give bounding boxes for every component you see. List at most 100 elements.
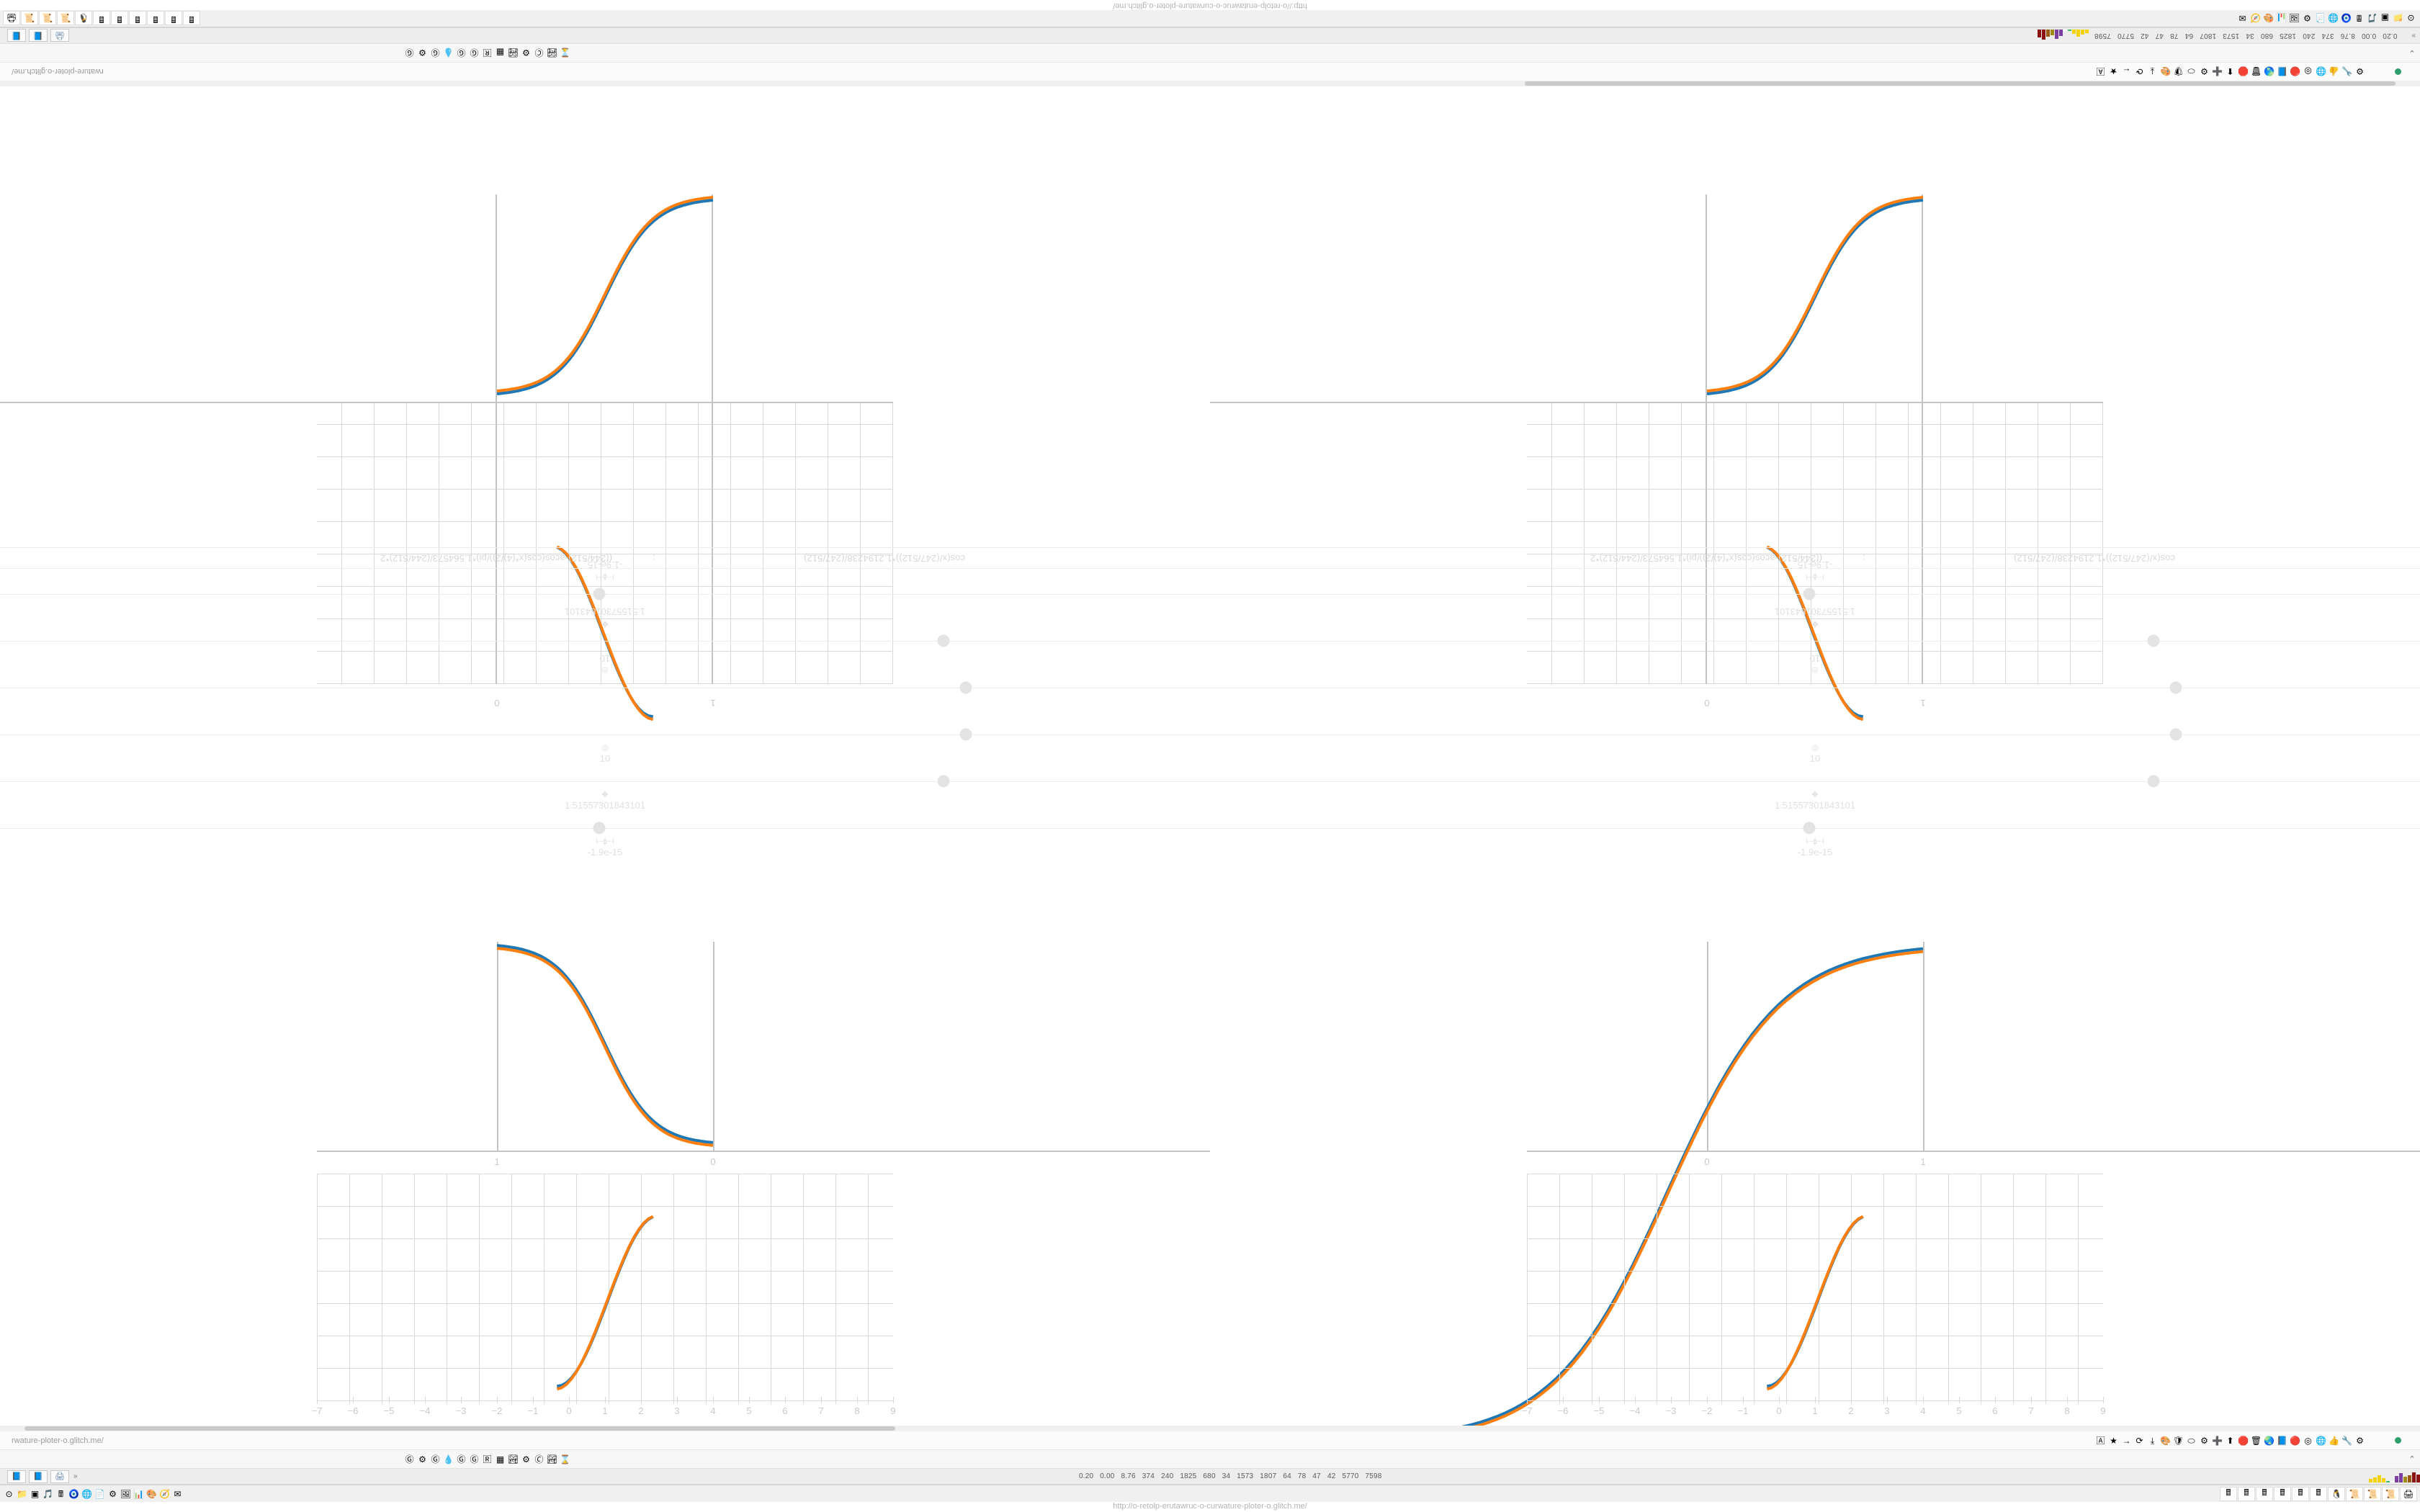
g-icon[interactable]: Ⓖ xyxy=(470,1454,479,1464)
page-scrollbar-top[interactable] xyxy=(0,81,2420,86)
thumbs-up-icon[interactable]: 👍 xyxy=(2329,66,2339,77)
g-icon[interactable]: Ⓖ xyxy=(457,1454,466,1464)
slider-knob[interactable] xyxy=(1803,588,1816,600)
cu-badge-icon[interactable]: 🔴 xyxy=(2290,1435,2300,1446)
slider-handle-icon[interactable]: ✥ xyxy=(601,619,609,628)
media-icon[interactable]: 🎵 xyxy=(42,1488,53,1499)
calc-icon[interactable]: 🖩 xyxy=(2256,1486,2273,1501)
gear-icon[interactable]: ⚙ xyxy=(2356,66,2364,77)
plus-blue-icon[interactable]: ➕ xyxy=(2212,66,2223,77)
folder-icon[interactable]: 📁 xyxy=(2393,13,2403,24)
calc-icon[interactable]: 🖩 xyxy=(58,1488,64,1499)
calc-icon[interactable]: 🖩 xyxy=(2356,13,2362,24)
plus-blue-icon[interactable]: ➕ xyxy=(2212,1435,2223,1446)
calc-icon[interactable]: 🖩 xyxy=(2274,1486,2291,1501)
calc-icon[interactable]: 🖩 xyxy=(165,11,182,26)
forward-arrow-icon[interactable]: → xyxy=(2122,1435,2131,1446)
image-icon[interactable]: 🖼 xyxy=(2288,13,2300,24)
circle-icon[interactable]: ◎ xyxy=(2304,66,2312,77)
calc-icon[interactable]: 🖩 xyxy=(93,11,110,26)
globe-color-icon[interactable]: 🌏 xyxy=(2264,1435,2275,1446)
chart-icon[interactable]: 📊 xyxy=(133,1488,144,1499)
doc-icon[interactable]: 📜 xyxy=(21,11,38,26)
star-icon[interactable]: ★ xyxy=(2110,66,2118,77)
translate-icon[interactable]: 🄰 xyxy=(2096,1435,2105,1446)
image-icon[interactable]: 🏞 xyxy=(546,1454,558,1464)
start-icon[interactable]: ⊙ xyxy=(5,1488,13,1499)
g-icon[interactable]: Ⓖ xyxy=(431,48,440,58)
thumbs-up-icon[interactable]: 👍 xyxy=(2329,1435,2339,1446)
drop-blue-icon[interactable]: 💧 xyxy=(443,1454,454,1464)
slider-handle-icon[interactable]: ⊢ϕ⊣ xyxy=(596,572,614,581)
calc-icon[interactable]: 🖩 xyxy=(2238,1486,2255,1501)
gear-grey-icon[interactable]: ⚙ xyxy=(2200,1435,2208,1446)
calc-icon[interactable]: 🖩 xyxy=(147,11,164,26)
shield-blue-icon[interactable]: 🛡 xyxy=(2172,66,2184,77)
book-icon[interactable]: 📘 xyxy=(7,29,26,42)
oval-icon[interactable]: ⬭ xyxy=(2187,66,2195,77)
terminal-icon[interactable]: ▣ xyxy=(30,1488,40,1499)
slider-handle-icon[interactable]: ◎ xyxy=(601,666,609,675)
doc-icon[interactable]: 📜 xyxy=(39,11,56,26)
globe-icon[interactable]: 🌐 xyxy=(2316,66,2326,77)
globe-icon[interactable]: 🌐 xyxy=(2328,13,2339,24)
print-icon[interactable]: 🖨 xyxy=(50,29,69,42)
mail-icon[interactable]: ✉ xyxy=(2238,13,2246,24)
gear-red-icon[interactable]: ⚙ xyxy=(418,48,426,58)
slider-track[interactable] xyxy=(0,641,1210,642)
calc-icon[interactable]: 🖩 xyxy=(2310,1486,2327,1501)
oval-icon[interactable]: ⬭ xyxy=(2187,1435,2195,1446)
taskbar-left-icons[interactable]: ⊙ 📁 ▣ 🎵 🖩 🧿 🌐 📄 ⚙ 🖼 📊 🎨 🧭 ✉ xyxy=(2236,12,2417,24)
gear-red-icon[interactable]: ⚙ xyxy=(418,1454,426,1464)
calc-icon[interactable]: 🖩 xyxy=(2292,1486,2309,1501)
wrench-icon[interactable]: 🔧 xyxy=(2341,1435,2352,1446)
app-icon[interactable]: 🧿 xyxy=(2341,13,2352,24)
calc-icon[interactable]: 🖩 xyxy=(183,11,200,26)
browser-right-icon-row[interactable]: ⌛ 🏞 🄫 ⚙ 🏞 ▦ 🅁 Ⓖ Ⓖ 💧 Ⓖ ⚙ Ⓖ xyxy=(0,47,571,59)
back-arrow-icon[interactable]: ← xyxy=(2122,66,2131,77)
download-icon[interactable]: ⤓ xyxy=(2150,66,2155,77)
book-icon[interactable]: 📘 xyxy=(29,29,48,42)
upload-icon[interactable]: ⬆ xyxy=(2226,1435,2234,1446)
globe-icon[interactable]: 🌐 xyxy=(2316,1435,2326,1446)
shield-red-icon[interactable]: 🛑 xyxy=(2238,66,2249,77)
calc-icon[interactable]: 🖩 xyxy=(111,11,128,26)
book-icon[interactable]: 📘 xyxy=(2277,66,2287,77)
r-red-icon[interactable]: 🅁 xyxy=(483,48,492,58)
doc-icon[interactable]: 📜 xyxy=(2382,1486,2399,1501)
translate-icon[interactable]: 🄰 xyxy=(2096,66,2105,77)
book-icon[interactable]: 📘 xyxy=(7,1470,26,1483)
shield-blue-icon[interactable]: 🛡 xyxy=(2172,1435,2184,1446)
slider-knob[interactable] xyxy=(1803,822,1816,834)
gear-grey-icon[interactable]: ⚙ xyxy=(2200,66,2208,77)
print-icon[interactable]: 🖨 xyxy=(50,1470,69,1483)
slider-handle-icon[interactable]: ◎ xyxy=(601,744,609,752)
grid-blue-icon[interactable]: ▦ xyxy=(496,48,505,58)
slider-handle-icon[interactable]: ◎ xyxy=(1811,666,1819,675)
browser-icon[interactable]: 🧭 xyxy=(2250,13,2261,24)
hourglass-icon[interactable]: ⌛ xyxy=(560,1454,570,1464)
media-icon[interactable]: 🎵 xyxy=(2367,13,2378,24)
status-collapse-icon[interactable]: » xyxy=(2411,32,2416,40)
browser-right-icon-row[interactable]: Ⓖ ⚙ Ⓖ 💧 Ⓖ Ⓖ 🅁 ▦ 🏞 ⚙ 🄫 🏞 ⌛ xyxy=(0,1453,571,1465)
upload-icon[interactable]: ⬆ xyxy=(2226,66,2234,77)
paint-icon[interactable]: 🎨 xyxy=(146,1488,157,1499)
extension-icon-row[interactable]: ⚙ 🔧 👍 🌐 ◎ 🔴 📘 🌏 🗑 🛑 ⬆ ➕ ⚙ ⬭ 🛡 🎨 xyxy=(2094,66,2366,78)
g-icon[interactable]: Ⓖ xyxy=(405,1454,414,1464)
slider-handle-icon[interactable]: ✥ xyxy=(601,791,609,799)
settings-icon[interactable]: ⚙ xyxy=(109,1488,117,1499)
slider-knob[interactable] xyxy=(2169,681,2182,694)
folder-icon[interactable]: 📁 xyxy=(17,1488,27,1499)
doc-icon[interactable]: 📄 xyxy=(2315,13,2326,24)
slider-knob[interactable] xyxy=(2147,634,2160,647)
download-icon[interactable]: ⤓ xyxy=(2150,1435,2155,1446)
gear-icon[interactable]: ⚙ xyxy=(2356,1435,2364,1446)
penguin-icon[interactable]: 🐧 xyxy=(75,11,92,26)
chevron-up-icon[interactable]: ⌃ xyxy=(2408,1455,2416,1464)
wrench-icon[interactable]: 🔧 xyxy=(2341,66,2352,77)
formula-right[interactable]: ((244/512)-acos(cos(x*(4)/2))/pi)*1.5645… xyxy=(380,553,612,564)
slider-knob[interactable] xyxy=(937,775,950,788)
settings-icon[interactable]: ⚙ xyxy=(2303,13,2311,24)
slider-track[interactable] xyxy=(0,734,1210,735)
image-icon[interactable]: 🏞 xyxy=(546,48,558,58)
